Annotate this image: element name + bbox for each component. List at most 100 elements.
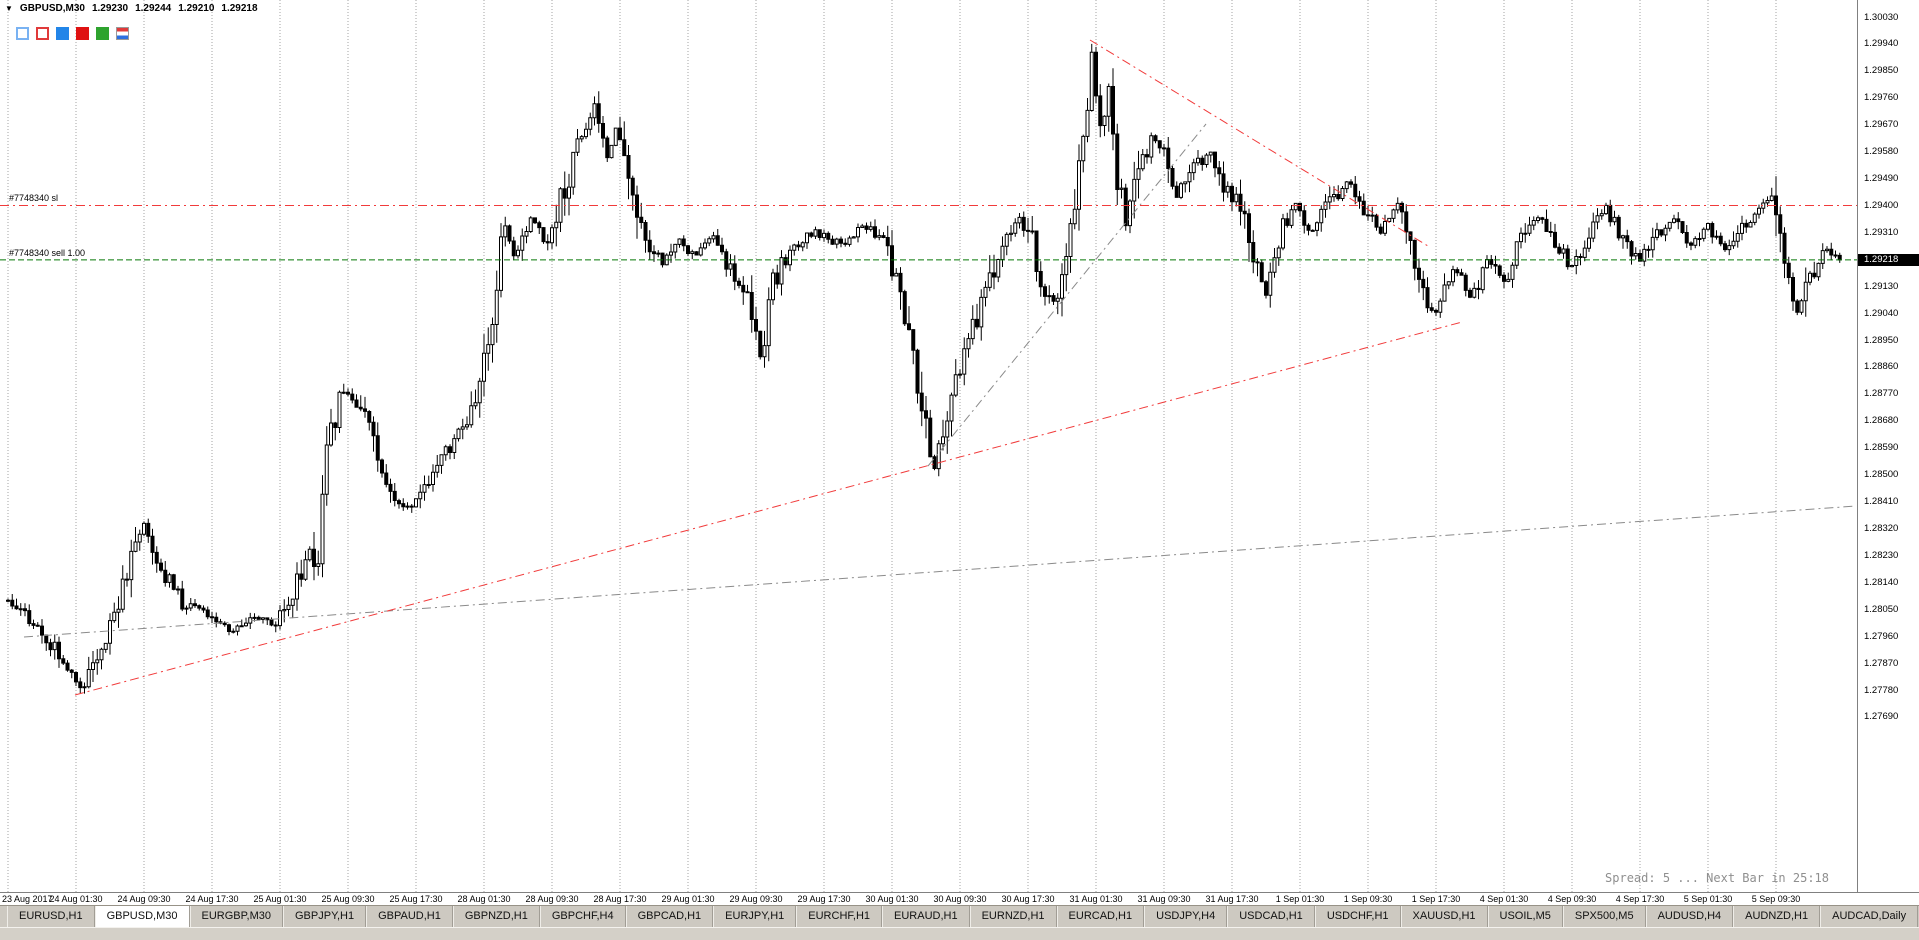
trendline-red-descending-resistance — [1089, 39, 1429, 247]
time-axis-label: 4 Sep 09:30 — [1547, 894, 1597, 904]
price-axis-label: 1.28050 — [1864, 603, 1899, 615]
chart-tab-eurcad-h1[interactable]: EURCAD,H1 — [1056, 906, 1145, 927]
trendline-red-ascending-support — [74, 321, 1463, 696]
ohlc-low: 1.29210 — [178, 3, 215, 14]
chart-tab-gbpusd-m30[interactable]: GBPUSD,M30 — [94, 906, 190, 927]
price-axis-label: 1.28590 — [1864, 442, 1899, 454]
time-axis-label: 29 Aug 17:30 — [797, 894, 851, 904]
time-axis-label: 31 Aug 01:30 — [1069, 894, 1123, 904]
trendline-gray-ascending-steep — [927, 123, 1207, 467]
chart-tab-gbpchf-h4[interactable]: GBPCHF,H4 — [539, 906, 626, 927]
chart-tab-eurgbp-m30[interactable]: EURGBP,M30 — [189, 906, 283, 927]
price-axis-label: 1.29400 — [1864, 199, 1899, 211]
chart-tab-eurnzd-h1[interactable]: EURNZD,H1 — [969, 906, 1057, 927]
price-axis-label: 1.29760 — [1864, 92, 1899, 104]
chart-tab-bar: EURUSD,H1 GBPUSD,M30 EURGBP,M30 GBPJPY,H1 GB… — [0, 905, 1919, 927]
price-axis-label: 1.28860 — [1864, 361, 1899, 373]
price-axis-label: 1.29850 — [1864, 65, 1899, 77]
chart-tab-usdchf-h1[interactable]: USDCHF,H1 — [1314, 906, 1401, 927]
time-axis-label: 24 Aug 17:30 — [185, 894, 239, 904]
chart-tab-audusd-h4[interactable]: AUDUSD,H4 — [1645, 906, 1734, 927]
time-axis[interactable]: 23 Aug 2017 24 Aug 01:30 24 Aug 09:30 24 Au… — [0, 892, 1919, 905]
chart-tab-eurchf-h1[interactable]: EURCHF,H1 — [796, 906, 883, 927]
square-striped-icon[interactable] — [116, 27, 129, 40]
square-blue-icon[interactable] — [56, 27, 69, 40]
chart-tab-eurjpy-h1[interactable]: EURJPY,H1 — [713, 906, 797, 927]
price-axis-label: 1.27870 — [1864, 657, 1899, 669]
square-hollow-blue-icon[interactable] — [16, 27, 29, 40]
time-axis-label: 25 Aug 17:30 — [389, 894, 443, 904]
price-axis-label: 1.28680 — [1864, 415, 1899, 427]
square-green-icon[interactable] — [96, 27, 109, 40]
time-axis-label: 29 Aug 09:30 — [729, 894, 783, 904]
price-axis-label: 1.29580 — [1864, 146, 1899, 158]
status-text: Spread: 5 ... Next Bar in 25:18 — [1605, 871, 1829, 885]
time-axis-label: 25 Aug 01:30 — [253, 894, 307, 904]
chart-tab-usoil-m5[interactable]: USOIL,M5 — [1487, 906, 1563, 927]
chart-area[interactable]: ▼ GBPUSD,M30 1.29230 1.29244 1.29210 1.2… — [0, 0, 1857, 892]
chart-tab-audcad-daily[interactable]: AUDCAD,Daily — [1820, 906, 1919, 927]
chart-tab-spx500-m5[interactable]: SPX500,M5 — [1562, 906, 1646, 927]
chart-tab-audnzd-h1[interactable]: AUDNZD,H1 — [1733, 906, 1821, 927]
square-red-icon[interactable] — [76, 27, 89, 40]
trendline-gray-ascending-shallow — [23, 505, 1857, 638]
chart-tab-xauusd-h1[interactable]: XAUUSD,H1 — [1400, 906, 1488, 927]
window-bottom-strip — [0, 927, 1919, 940]
price-axis-label: 1.28500 — [1864, 469, 1899, 481]
price-axis-label: 1.27960 — [1864, 630, 1899, 642]
price-axis-label: 1.27780 — [1864, 684, 1899, 696]
chart-menu-triangle-icon[interactable]: ▼ — [5, 3, 13, 13]
time-axis-label: 31 Aug 09:30 — [1137, 894, 1191, 904]
ohlc-close: 1.29218 — [221, 3, 258, 14]
price-axis-label: 1.29490 — [1864, 173, 1899, 185]
price-axis-label: 1.29670 — [1864, 119, 1899, 131]
time-axis-label: 4 Sep 01:30 — [1479, 894, 1529, 904]
time-axis-label: 31 Aug 17:30 — [1205, 894, 1259, 904]
price-axis[interactable]: 1.30030 1.29940 1.29850 1.29760 1.29670 1.295… — [1857, 0, 1919, 892]
quick-object-buttons — [16, 27, 129, 40]
chart-header-overlay: ▼ GBPUSD,M30 1.29230 1.29244 1.29210 1.2… — [5, 3, 258, 14]
time-axis-label: 25 Aug 09:30 — [321, 894, 375, 904]
chart-tab-gbpnzd-h1[interactable]: GBPNZD,H1 — [452, 906, 540, 927]
time-axis-label: 1 Sep 01:30 — [1275, 894, 1325, 904]
price-axis-label: 1.28410 — [1864, 496, 1899, 508]
price-axis-label: 1.28770 — [1864, 388, 1899, 400]
time-axis-label: 30 Aug 17:30 — [1001, 894, 1055, 904]
price-axis-label: 1.28230 — [1864, 549, 1899, 561]
price-axis-label: 1.29040 — [1864, 307, 1899, 319]
chart-tab-gbpcad-h1[interactable]: GBPCAD,H1 — [625, 906, 714, 927]
time-axis-label: 5 Sep 01:30 — [1683, 894, 1733, 904]
chart-tab-usdcad-h1[interactable]: USDCAD,H1 — [1227, 906, 1315, 927]
ohlc-high: 1.29244 — [135, 3, 172, 14]
time-axis-label: 30 Aug 09:30 — [933, 894, 987, 904]
time-axis-label: 28 Aug 17:30 — [593, 894, 647, 904]
ohlc-open: 1.29230 — [91, 3, 129, 14]
chart-tab-eurusd-h1[interactable]: EURUSD,H1 — [7, 906, 95, 927]
time-axis-label: 30 Aug 01:30 — [865, 894, 919, 904]
time-axis-label: 28 Aug 01:30 — [457, 894, 511, 904]
order-line-label[interactable]: #7748340 sl — [9, 193, 59, 204]
current-price-badge: 1.29218 — [1858, 253, 1919, 266]
chart-tab-usdjpy-h4[interactable]: USDJPY,H4 — [1144, 906, 1228, 927]
price-axis-label: 1.28950 — [1864, 334, 1899, 346]
order-line-label[interactable]: #7748340 sell 1.00 — [9, 247, 86, 258]
time-axis-label: 23 Aug 2017 — [2, 894, 53, 904]
time-axis-label: 4 Sep 17:30 — [1615, 894, 1665, 904]
time-axis-label: 24 Aug 09:30 — [117, 894, 171, 904]
symbol-period-label: GBPUSD,M30 — [19, 3, 85, 14]
time-axis-label: 1 Sep 17:30 — [1411, 894, 1461, 904]
chart-tab-euraud-h1[interactable]: EURAUD,H1 — [882, 906, 970, 927]
price-axis-label: 1.29310 — [1864, 226, 1899, 238]
price-axis-label: 1.29130 — [1864, 280, 1899, 292]
time-axis-label: 1 Sep 09:30 — [1343, 894, 1393, 904]
square-hollow-red-icon[interactable] — [36, 27, 49, 40]
time-axis-label: 5 Sep 09:30 — [1751, 894, 1801, 904]
price-axis-label: 1.28140 — [1864, 576, 1899, 588]
price-axis-label: 1.30030 — [1864, 11, 1899, 23]
price-axis-label: 1.29940 — [1864, 38, 1899, 50]
chart-tab-gbpjpy-h1[interactable]: GBPJPY,H1 — [283, 906, 367, 927]
price-axis-label: 1.28320 — [1864, 523, 1899, 535]
chart-tab-gbpaud-h1[interactable]: GBPAUD,H1 — [366, 906, 453, 927]
time-axis-label: 24 Aug 01:30 — [49, 894, 103, 904]
